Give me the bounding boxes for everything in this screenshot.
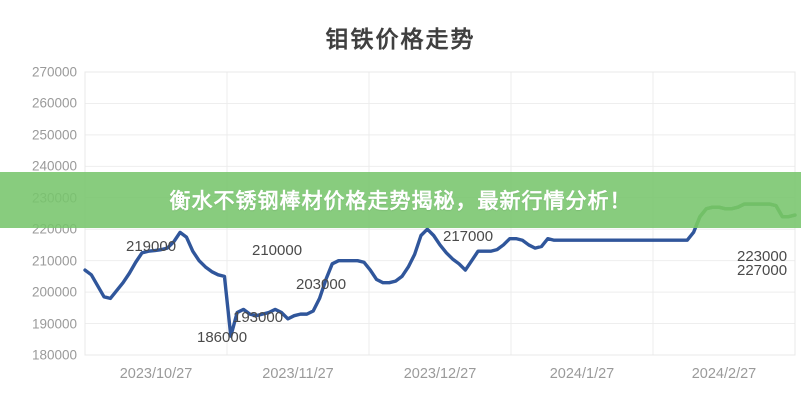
y-axis-tick: 200000: [31, 284, 77, 300]
price-line-series: [83, 202, 797, 338]
y-axis-tick: 260000: [31, 95, 77, 111]
data-point-label: 203000: [296, 276, 347, 293]
data-point-label: 219000: [126, 238, 177, 255]
chart-title: 钼铁价格走势: [325, 27, 476, 53]
data-point-label: 223000: [737, 248, 788, 265]
y-axis-tick: 210000: [31, 252, 77, 268]
data-point-label: 210000: [252, 242, 303, 259]
promo-banner: 衡水不锈钢棒材价格走势揭秘，最新行情分析！: [0, 172, 801, 228]
x-axis-tick: 2024/1/27: [549, 366, 615, 382]
y-axis-tick: 240000: [31, 158, 77, 174]
promo-banner-headline: 衡水不锈钢棒材价格走势揭秘，最新行情分析！: [169, 189, 632, 213]
x-axis-labels: 2023/10/27 2023/11/27 2023/12/27 2024/1/27 2…: [0, 366, 801, 394]
data-point-label: 217000: [443, 228, 494, 245]
data-point-label: 193000: [233, 309, 284, 326]
data-point-label: 186000: [197, 329, 248, 346]
y-axis-tick: 190000: [31, 315, 77, 331]
y-axis-tick: 270000: [31, 64, 77, 80]
x-axis-tick: 2023/11/27: [262, 366, 334, 382]
x-axis-tick: 2023/12/27: [403, 366, 477, 382]
x-axis-tick: 2024/2/27: [691, 366, 757, 382]
y-axis-tick: 180000: [31, 347, 77, 363]
x-axis-tick: 2023/10/27: [119, 366, 193, 382]
data-point-label: 227000: [737, 262, 788, 279]
y-axis-tick: 250000: [31, 127, 77, 143]
